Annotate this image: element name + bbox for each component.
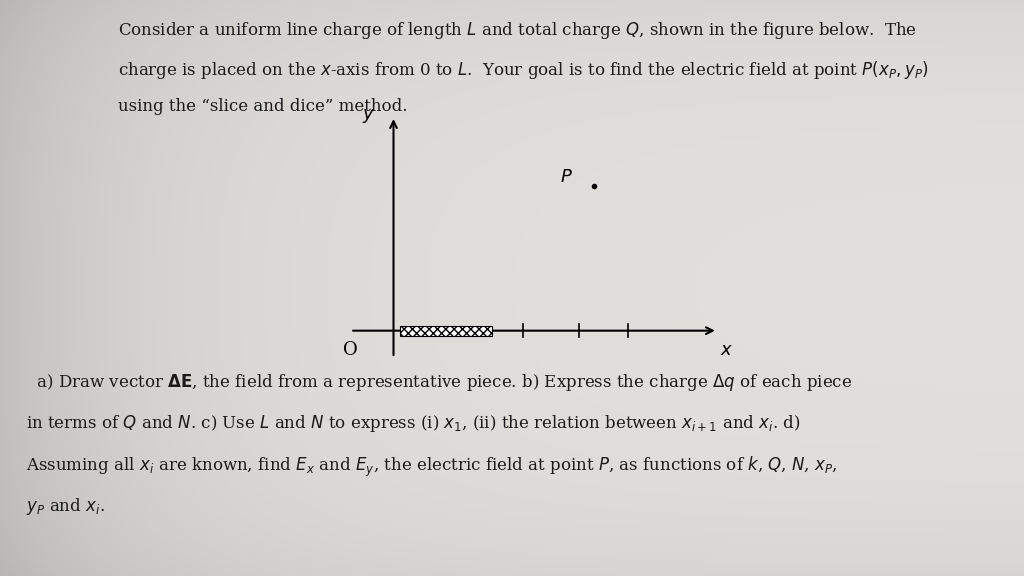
Text: Consider a uniform line charge of length $L$ and total charge $Q$, shown in the : Consider a uniform line charge of length… (118, 20, 916, 41)
Text: using the “slice and dice” method.: using the “slice and dice” method. (118, 98, 408, 116)
Text: $y$: $y$ (362, 107, 376, 125)
Text: charge is placed on the $x$-axis from 0 to $L$.  Your goal is to find the electr: charge is placed on the $x$-axis from 0 … (118, 59, 929, 81)
Text: $P$: $P$ (560, 168, 572, 185)
Text: O: O (343, 341, 357, 359)
Text: Assuming all $x_i$ are known, find $E_x$ and $E_y$, the electric field at point : Assuming all $x_i$ are known, find $E_x$… (26, 454, 837, 479)
Bar (399, 326, 493, 336)
Text: in terms of $Q$ and $N$. c) Use $L$ and $N$ to express (i) $x_1$, (ii) the relat: in terms of $Q$ and $N$. c) Use $L$ and … (26, 413, 800, 434)
Text: $x$: $x$ (721, 341, 733, 359)
Text: $y_P$ and $x_i$.: $y_P$ and $x_i$. (26, 496, 104, 517)
Text: a) Draw vector $\mathbf{\Delta E}$, the field from a representative piece. b) Ex: a) Draw vector $\mathbf{\Delta E}$, the … (26, 372, 852, 392)
